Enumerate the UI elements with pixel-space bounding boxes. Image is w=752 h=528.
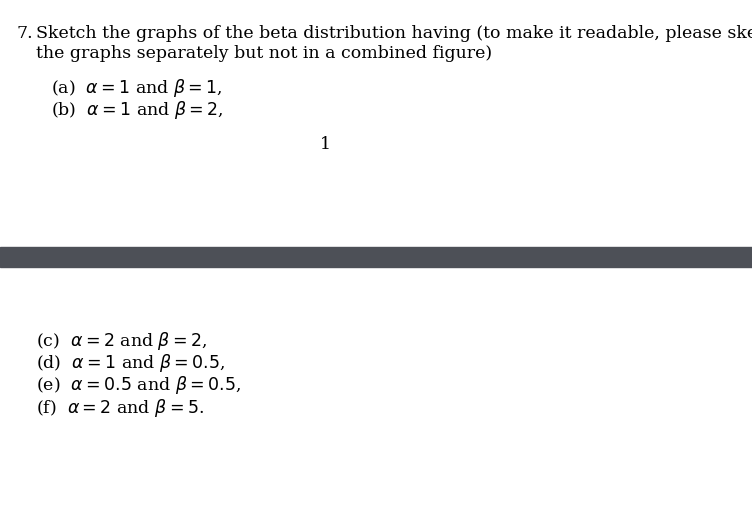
Bar <box>0 247 752 267</box>
Text: 1: 1 <box>320 136 331 153</box>
Text: (b)  $\alpha = 1$ and $\beta = 2$,: (b) $\alpha = 1$ and $\beta = 2$, <box>51 99 223 121</box>
Text: (d)  $\alpha = 1$ and $\beta = 0.5$,: (d) $\alpha = 1$ and $\beta = 0.5$, <box>36 352 225 374</box>
Text: (c)  $\alpha = 2$ and $\beta = 2$,: (c) $\alpha = 2$ and $\beta = 2$, <box>36 330 208 352</box>
Text: (e)  $\alpha = 0.5$ and $\beta = 0.5$,: (e) $\alpha = 0.5$ and $\beta = 0.5$, <box>36 374 241 397</box>
Text: (a)  $\alpha = 1$ and $\beta = 1$,: (a) $\alpha = 1$ and $\beta = 1$, <box>51 77 223 99</box>
Text: the graphs separately but not in a combined figure): the graphs separately but not in a combi… <box>36 45 493 62</box>
Text: 7.: 7. <box>17 25 33 42</box>
Text: Sketch the graphs of the beta distribution having (to make it readable, please s: Sketch the graphs of the beta distributi… <box>36 25 752 42</box>
Text: (f)  $\alpha = 2$ and $\beta = 5$.: (f) $\alpha = 2$ and $\beta = 5$. <box>36 397 204 419</box>
